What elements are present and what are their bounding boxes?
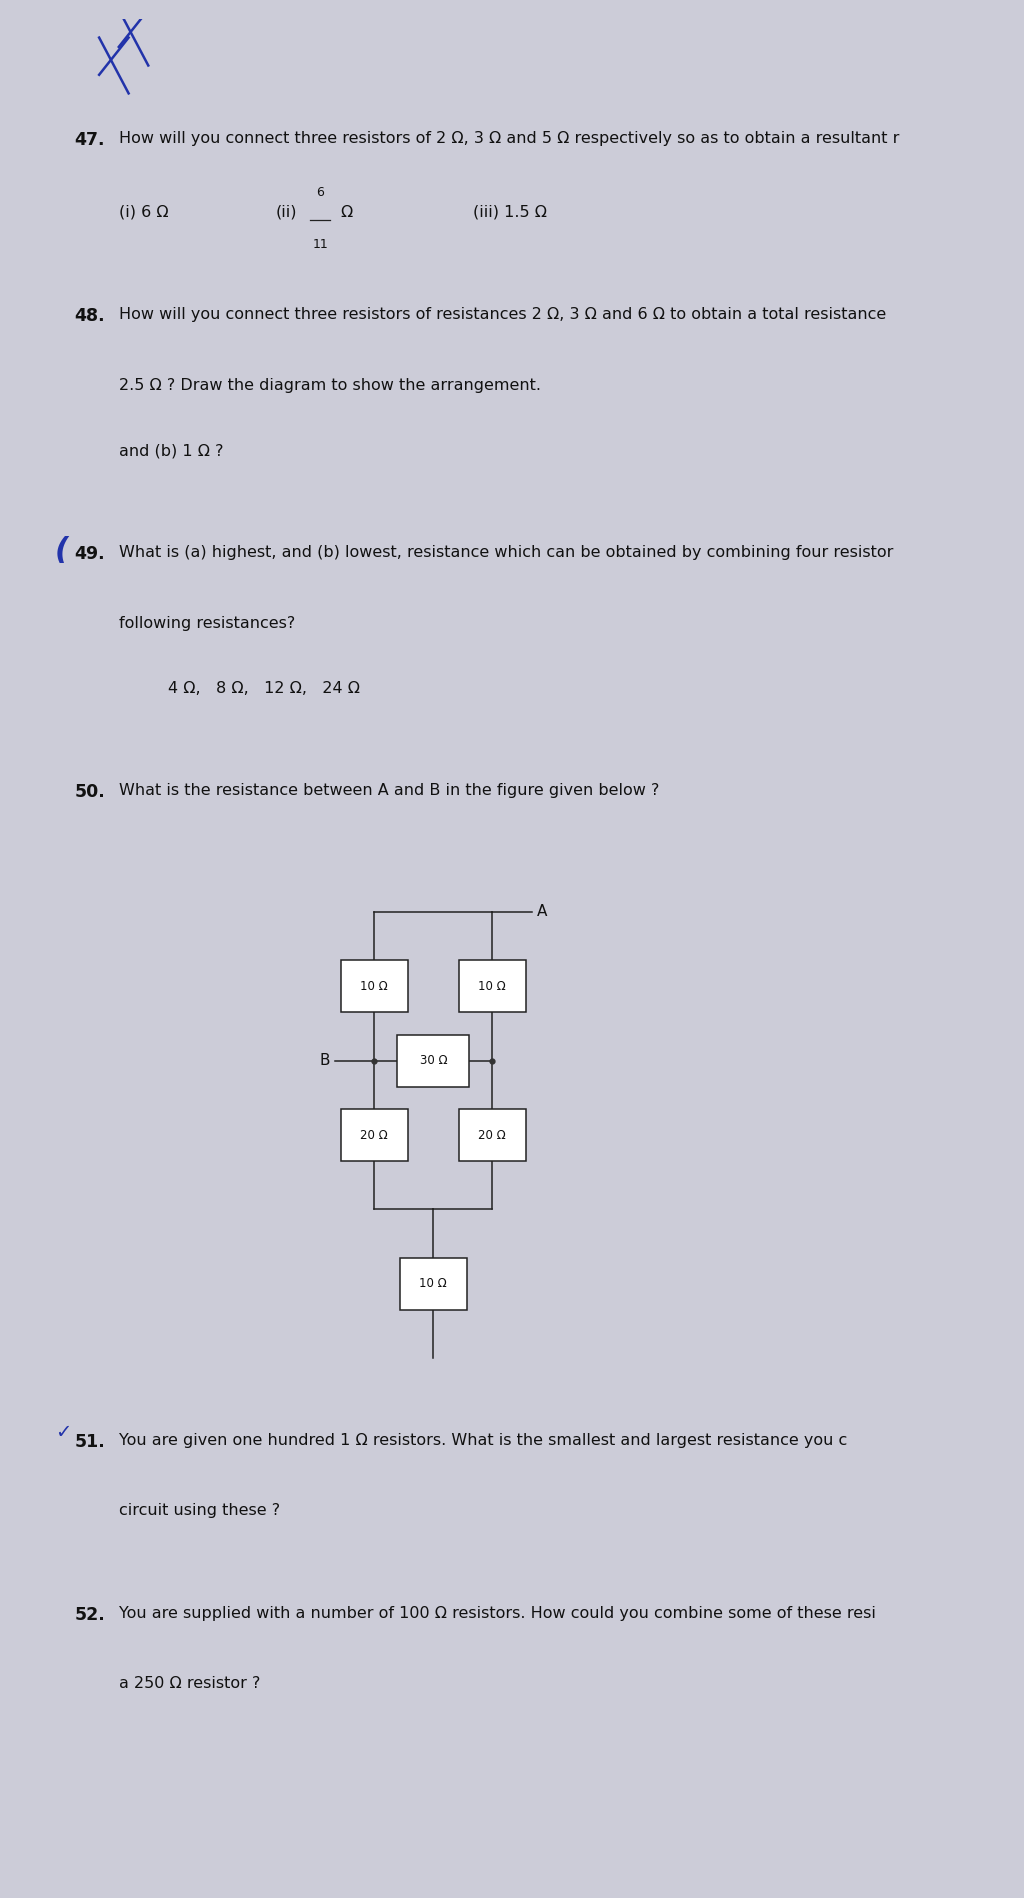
Text: (ii): (ii): [276, 205, 298, 220]
Text: (: (: [55, 535, 69, 566]
Bar: [459, 1108, 525, 1162]
Text: B: B: [319, 1053, 330, 1069]
Text: 6: 6: [316, 186, 325, 199]
Text: (iii) 1.5 Ω: (iii) 1.5 Ω: [473, 205, 547, 220]
Text: How will you connect three resistors of 2 Ω, 3 Ω and 5 Ω respectively so as to o: How will you connect three resistors of …: [119, 131, 899, 146]
Text: 10 Ω: 10 Ω: [420, 1277, 447, 1291]
Text: 10 Ω: 10 Ω: [360, 979, 388, 993]
Text: ✓: ✓: [55, 1424, 72, 1442]
Text: 4 Ω,   8 Ω,   12 Ω,   24 Ω: 4 Ω, 8 Ω, 12 Ω, 24 Ω: [168, 681, 360, 697]
Text: A: A: [537, 903, 547, 919]
Text: Ω: Ω: [340, 205, 352, 220]
Text: following resistances?: following resistances?: [119, 617, 295, 630]
Text: circuit using these ?: circuit using these ?: [119, 1503, 280, 1518]
Text: and (b) 1 Ω ?: and (b) 1 Ω ?: [119, 442, 223, 457]
Text: 48.: 48.: [75, 307, 105, 325]
Text: 52.: 52.: [75, 1606, 105, 1623]
Bar: [341, 1108, 408, 1162]
Text: a 250 Ω resistor ?: a 250 Ω resistor ?: [119, 1676, 260, 1691]
Text: How will you connect three resistors of resistances 2 Ω, 3 Ω and 6 Ω to obtain a: How will you connect three resistors of …: [119, 307, 886, 323]
Text: 30 Ω: 30 Ω: [420, 1053, 447, 1067]
Bar: [341, 960, 408, 1012]
Text: (i) 6 Ω: (i) 6 Ω: [119, 205, 168, 220]
Text: You are supplied with a number of 100 Ω resistors. How could you combine some of: You are supplied with a number of 100 Ω …: [119, 1606, 876, 1621]
Bar: [459, 960, 525, 1012]
Text: 50.: 50.: [75, 784, 105, 801]
Text: 47.: 47.: [75, 131, 105, 148]
Text: 49.: 49.: [75, 545, 105, 564]
Text: 2.5 Ω ? Draw the diagram to show the arrangement.: 2.5 Ω ? Draw the diagram to show the arr…: [119, 378, 541, 393]
Text: 20 Ω: 20 Ω: [360, 1129, 388, 1141]
Text: 20 Ω: 20 Ω: [478, 1129, 506, 1141]
Text: 11: 11: [312, 239, 328, 251]
Text: What is the resistance between A and B in the figure given below ?: What is the resistance between A and B i…: [119, 784, 659, 799]
Bar: [400, 1258, 467, 1310]
Text: What is (a) highest, and (b) lowest, resistance which can be obtained by combini: What is (a) highest, and (b) lowest, res…: [119, 545, 893, 560]
Bar: [397, 1034, 469, 1088]
Text: 51.: 51.: [75, 1433, 105, 1450]
Text: You are given one hundred 1 Ω resistors. What is the smallest and largest resist: You are given one hundred 1 Ω resistors.…: [119, 1433, 847, 1448]
Text: 10 Ω: 10 Ω: [478, 979, 506, 993]
